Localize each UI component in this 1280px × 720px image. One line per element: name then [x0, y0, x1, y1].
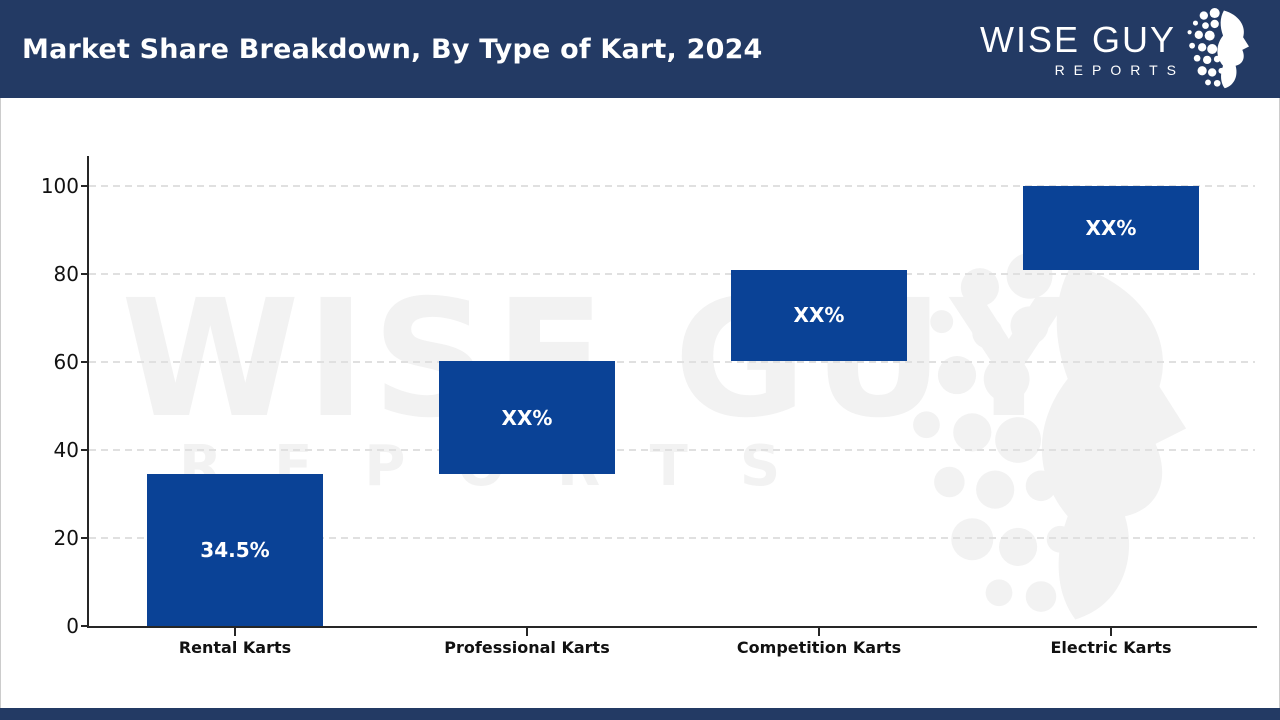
- y-axis-line: [87, 156, 89, 628]
- gridline: [89, 449, 1255, 451]
- bar-value-label: XX%: [501, 405, 553, 430]
- x-axis-category-label: Competition Karts: [736, 638, 902, 657]
- y-axis-tick-label: 0: [66, 614, 79, 638]
- x-axis-tick-mark: [234, 628, 236, 636]
- y-axis-tick-mark: [81, 273, 89, 275]
- y-axis-tick-label: 20: [53, 526, 79, 550]
- x-axis-tick-mark: [818, 628, 820, 636]
- y-axis-tick-mark: [81, 361, 89, 363]
- chart-area: WISE GUY REPORTS 02040608010034.5%Rental…: [0, 98, 1280, 708]
- logo-head-icon: [1187, 8, 1249, 89]
- bar-segment: 34.5%: [147, 474, 323, 626]
- bar-segment: XX%: [1023, 186, 1199, 270]
- y-axis-tick-label: 100: [40, 174, 79, 198]
- gridline: [89, 273, 1255, 275]
- footer-bar: [0, 708, 1280, 720]
- x-axis-tick-mark: [1110, 628, 1112, 636]
- y-axis-tick-label: 80: [53, 262, 79, 286]
- y-axis-tick-mark: [81, 185, 89, 187]
- logo-wordmark: WISE GUY: [979, 18, 1176, 60]
- x-axis-category-label: Electric Karts: [1050, 638, 1172, 657]
- x-axis-category-label: Professional Karts: [444, 638, 610, 657]
- bar-value-label: 34.5%: [200, 538, 270, 563]
- page-title: Market Share Breakdown, By Type of Kart,…: [22, 33, 763, 65]
- y-axis-tick-label: 40: [53, 438, 79, 462]
- bar-value-label: XX%: [793, 303, 845, 328]
- logo: WISE GUY REPORTS: [980, 6, 1254, 92]
- header-bar: Market Share Breakdown, By Type of Kart,…: [0, 0, 1280, 98]
- watermark-head-icon: [905, 252, 1187, 620]
- y-axis-tick-mark: [81, 449, 89, 451]
- gridline: [89, 361, 1255, 363]
- gridline: [89, 185, 1255, 187]
- bar-segment: XX%: [731, 269, 907, 362]
- y-axis-tick-label: 60: [53, 350, 79, 374]
- bar-segment: XX%: [439, 361, 615, 475]
- logo-text: WISE GUY REPORTS: [979, 18, 1176, 77]
- x-axis-tick-mark: [526, 628, 528, 636]
- y-axis-tick-mark: [81, 537, 89, 539]
- x-axis-category-label: Rental Karts: [178, 638, 292, 657]
- bar-value-label: XX%: [1085, 215, 1137, 240]
- gridline: [89, 537, 1255, 539]
- x-axis-line: [87, 626, 1257, 628]
- y-axis-tick-mark: [81, 625, 89, 627]
- logo-subtext: REPORTS: [1054, 61, 1185, 78]
